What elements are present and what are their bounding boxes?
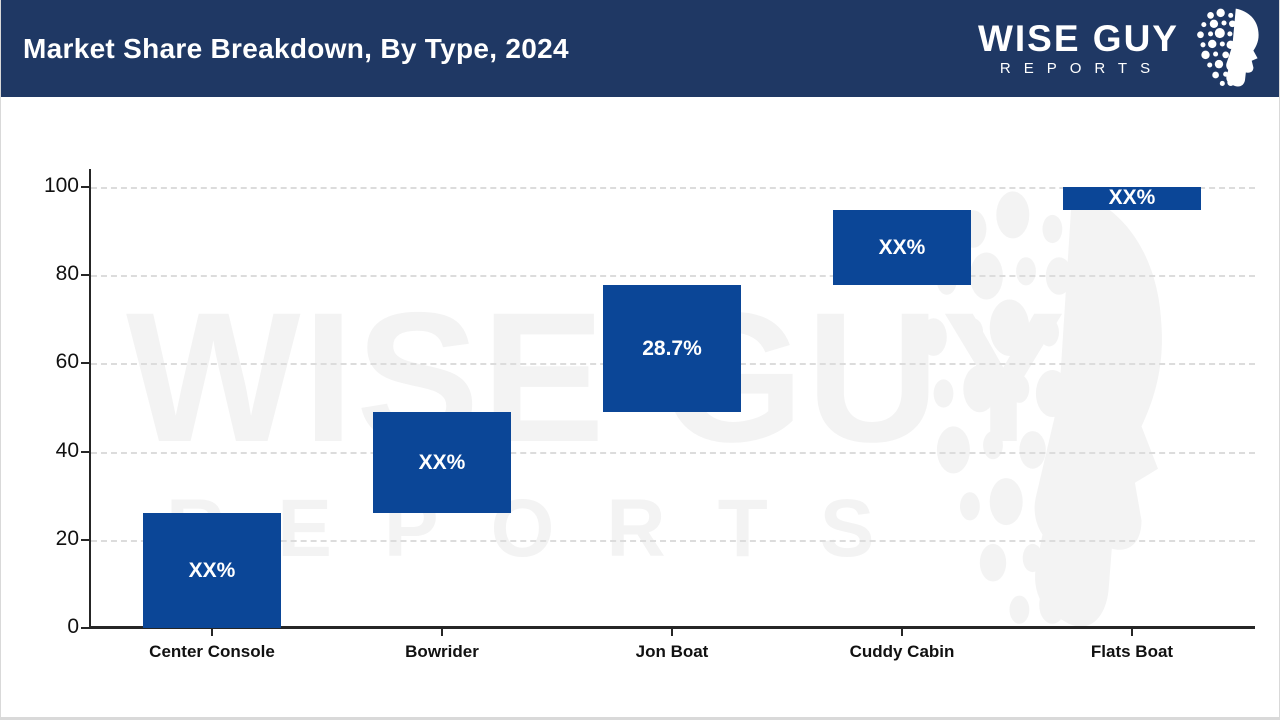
x-category-label: Jon Boat (635, 642, 709, 661)
x-tick-mark (901, 629, 903, 636)
gridline-80 (91, 275, 1255, 278)
bar-flats-boat: XX% (1063, 186, 1201, 210)
x-category-label: Cuddy Cabin (849, 642, 955, 661)
y-tick-label: 80 (55, 262, 79, 286)
bar-value-label: XX% (878, 235, 926, 259)
x-axis-line (89, 626, 1255, 629)
gridline-100 (91, 187, 1255, 189)
logo-wordmark: WISE GUY (977, 18, 1179, 59)
y-tick-mark (81, 450, 89, 453)
y-tick-label: 20 (55, 526, 79, 550)
gridline-40 (91, 451, 1255, 454)
logo-subtitle: REPORTS (999, 60, 1164, 77)
bar-center-console: XX% (143, 513, 281, 628)
logo-text: WISE GUY REPORTS (978, 20, 1179, 77)
bar-value-label: XX% (1108, 186, 1156, 210)
y-tick-mark (81, 274, 89, 277)
y-tick-mark (81, 186, 89, 188)
y-tick-mark (81, 627, 89, 629)
x-tick-mark (441, 629, 443, 636)
x-category-label: Bowrider (405, 642, 479, 661)
bar-bowrider: XX% (373, 411, 511, 514)
y-tick-mark (81, 362, 89, 365)
x-tick-mark (211, 629, 213, 636)
bar-jon-boat: 28.7% (603, 285, 741, 412)
x-category-label: Flats Boat (1090, 642, 1174, 661)
chart-canvas: WISE GUY REPORTS 0 (1, 97, 1279, 717)
x-tick-mark (1131, 629, 1133, 636)
wise-guy-reports-logo: WISE GUY REPORTS (978, 7, 1279, 91)
plot-area: 0 20 40 60 80 100 Center Console XX% Bowrider XX%… (1, 97, 1279, 717)
bar-value-label: XX% (418, 450, 466, 474)
x-tick-mark (671, 629, 673, 636)
page-title: Market Share Breakdown, By Type, 2024 (23, 32, 569, 64)
y-axis-line (89, 169, 91, 629)
y-tick-label: 0 (67, 615, 79, 638)
x-category-label: Center Console (149, 642, 275, 661)
y-tick-label: 100 (43, 174, 79, 197)
bar-value-label: XX% (188, 558, 236, 582)
header: Market Share Breakdown, By Type, 2024 WI… (1, 0, 1279, 97)
y-tick-label: 40 (55, 438, 79, 462)
dotted-head-icon (1197, 8, 1259, 86)
gridline-20 (91, 539, 1255, 542)
bar-cuddy-cabin: XX% (833, 209, 971, 286)
y-tick-label: 60 (55, 350, 79, 374)
y-tick-mark (81, 538, 89, 541)
bar-value-label: 28.7% (642, 336, 702, 360)
